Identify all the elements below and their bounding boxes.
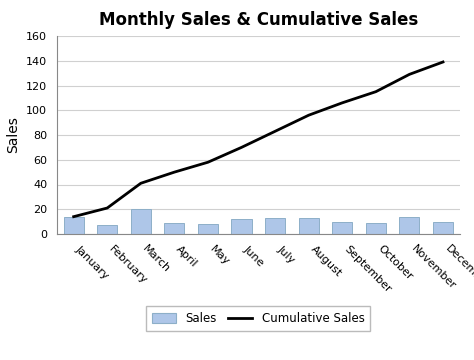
Bar <box>332 222 352 234</box>
Bar <box>64 217 84 234</box>
Bar <box>198 224 218 234</box>
Bar <box>366 223 386 234</box>
Bar <box>231 219 252 234</box>
Bar <box>433 222 453 234</box>
Bar <box>97 225 117 234</box>
Bar <box>265 218 285 234</box>
Bar <box>299 218 319 234</box>
Bar <box>131 209 151 234</box>
Y-axis label: Sales: Sales <box>7 117 20 153</box>
Bar <box>164 223 184 234</box>
Title: Monthly Sales & Cumulative Sales: Monthly Sales & Cumulative Sales <box>99 11 418 29</box>
Legend: Sales, Cumulative Sales: Sales, Cumulative Sales <box>146 306 370 331</box>
Bar <box>399 217 419 234</box>
